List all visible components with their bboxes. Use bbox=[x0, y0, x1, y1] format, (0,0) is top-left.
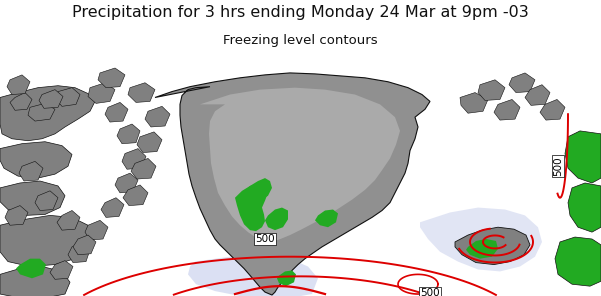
Polygon shape bbox=[478, 80, 505, 100]
Polygon shape bbox=[5, 206, 28, 225]
Text: 500: 500 bbox=[420, 288, 440, 296]
Polygon shape bbox=[0, 86, 95, 141]
Polygon shape bbox=[155, 73, 430, 295]
Polygon shape bbox=[10, 93, 32, 110]
Polygon shape bbox=[39, 90, 63, 108]
Polygon shape bbox=[35, 191, 58, 210]
Polygon shape bbox=[565, 131, 601, 183]
Polygon shape bbox=[466, 239, 498, 259]
Polygon shape bbox=[88, 83, 115, 103]
Polygon shape bbox=[16, 259, 46, 278]
Polygon shape bbox=[455, 227, 530, 265]
Polygon shape bbox=[122, 149, 146, 169]
Polygon shape bbox=[73, 235, 96, 255]
Polygon shape bbox=[235, 184, 268, 231]
Polygon shape bbox=[0, 142, 72, 178]
Polygon shape bbox=[19, 161, 43, 181]
Polygon shape bbox=[123, 185, 148, 206]
Polygon shape bbox=[56, 88, 80, 106]
Polygon shape bbox=[0, 266, 70, 296]
Polygon shape bbox=[115, 173, 138, 193]
Polygon shape bbox=[105, 102, 128, 122]
Text: 500: 500 bbox=[255, 234, 275, 244]
Polygon shape bbox=[85, 220, 108, 240]
Polygon shape bbox=[137, 132, 162, 152]
Polygon shape bbox=[525, 85, 550, 105]
Polygon shape bbox=[28, 103, 55, 121]
Polygon shape bbox=[460, 93, 488, 113]
Polygon shape bbox=[540, 99, 565, 120]
Polygon shape bbox=[101, 198, 124, 217]
Polygon shape bbox=[494, 99, 520, 120]
Polygon shape bbox=[145, 106, 170, 127]
Polygon shape bbox=[117, 124, 140, 144]
Polygon shape bbox=[200, 88, 400, 242]
Polygon shape bbox=[277, 271, 296, 286]
Polygon shape bbox=[57, 210, 80, 230]
Polygon shape bbox=[98, 68, 125, 88]
Polygon shape bbox=[7, 75, 30, 94]
Polygon shape bbox=[248, 178, 272, 200]
Polygon shape bbox=[420, 207, 542, 271]
Polygon shape bbox=[0, 181, 65, 215]
Polygon shape bbox=[188, 255, 318, 296]
Text: 500: 500 bbox=[553, 157, 563, 176]
Polygon shape bbox=[131, 158, 156, 179]
Polygon shape bbox=[509, 73, 535, 93]
Polygon shape bbox=[128, 83, 155, 102]
Polygon shape bbox=[0, 215, 95, 266]
Text: Precipitation for 3 hrs ending Monday 24 Mar at 9pm -03: Precipitation for 3 hrs ending Monday 24… bbox=[72, 5, 529, 20]
Polygon shape bbox=[315, 210, 338, 227]
Polygon shape bbox=[50, 260, 73, 279]
Polygon shape bbox=[568, 183, 601, 232]
Polygon shape bbox=[265, 207, 288, 230]
Polygon shape bbox=[555, 237, 601, 286]
Polygon shape bbox=[68, 243, 90, 263]
Text: Freezing level contours: Freezing level contours bbox=[223, 34, 378, 47]
